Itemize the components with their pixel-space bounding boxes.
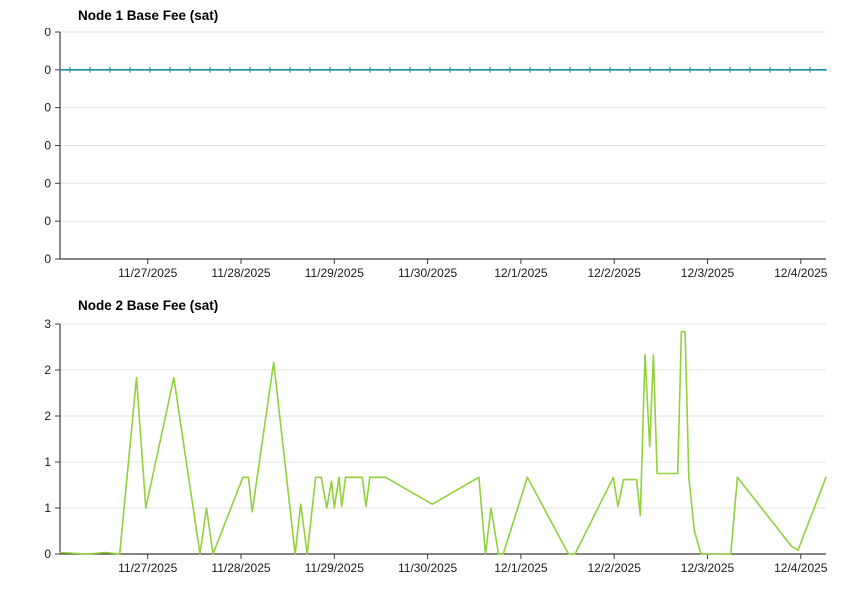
charts-page: Node 1 Base Fee (sat) 0 0 0 0 0 0 0 11/27/2025 1…: [0, 6, 860, 586]
node1-chart-plot: 0 0 0 0 0 0 0 11/27/2025 11/28/2025 11/29/2025 11/…: [44, 28, 828, 280]
y-tick-label: 0: [44, 28, 51, 39]
x-tick-label: 12/1/2025: [494, 561, 548, 575]
node1-chart: Node 1 Base Fee (sat) 0 0 0 0 0 0 0 11/27/2025 1…: [0, 6, 860, 290]
y-tick-label: 0: [44, 139, 51, 153]
x-tick-label: 12/3/2025: [681, 561, 735, 575]
y-tick-label: 0: [44, 63, 51, 77]
x-tick-label: 12/1/2025: [494, 266, 548, 280]
x-tick-label: 12/2/2025: [588, 561, 642, 575]
x-tick-label: 11/27/2025: [118, 266, 177, 280]
x-tick-label: 11/30/2025: [398, 561, 457, 575]
y-tick-label: 0: [44, 252, 51, 266]
x-tick-label: 11/28/2025: [211, 266, 270, 280]
y-tick-label: 0: [44, 214, 51, 228]
node2-chart: Node 2 Base Fee (sat) 0 1 1 2 2 3 11/27/2025 11…: [0, 296, 860, 586]
node2-chart-title: Node 2 Base Fee (sat): [78, 298, 219, 313]
x-tick-label: 12/2/2025: [588, 266, 642, 280]
y-tick-label: 0: [44, 176, 51, 190]
node2-chart-plot: 0 1 1 2 2 3 11/27/2025 11/28/2025 11/29/2025 11/3…: [44, 318, 828, 575]
y-tick-label: 1: [44, 455, 51, 469]
y-tick-label: 0: [44, 547, 51, 561]
node2-base-fee-line: [59, 330, 827, 555]
x-tick-label: 11/29/2025: [305, 266, 364, 280]
x-tick-label: 11/27/2025: [118, 561, 177, 575]
y-tick-label: 1: [44, 501, 51, 515]
x-tick-label: 11/28/2025: [211, 561, 270, 575]
y-tick-label: 2: [44, 363, 51, 377]
y-tick-label: 2: [44, 409, 51, 423]
x-tick-label: 11/30/2025: [398, 266, 457, 280]
x-tick-label: 12/3/2025: [681, 266, 735, 280]
x-tick-label: 12/4/2025: [774, 561, 828, 575]
x-tick-label: 12/4/2025: [774, 266, 828, 280]
node1-chart-title: Node 1 Base Fee (sat): [78, 8, 219, 23]
y-tick-label: 3: [44, 318, 51, 331]
x-tick-label: 11/29/2025: [305, 561, 364, 575]
y-tick-label: 0: [44, 101, 51, 115]
